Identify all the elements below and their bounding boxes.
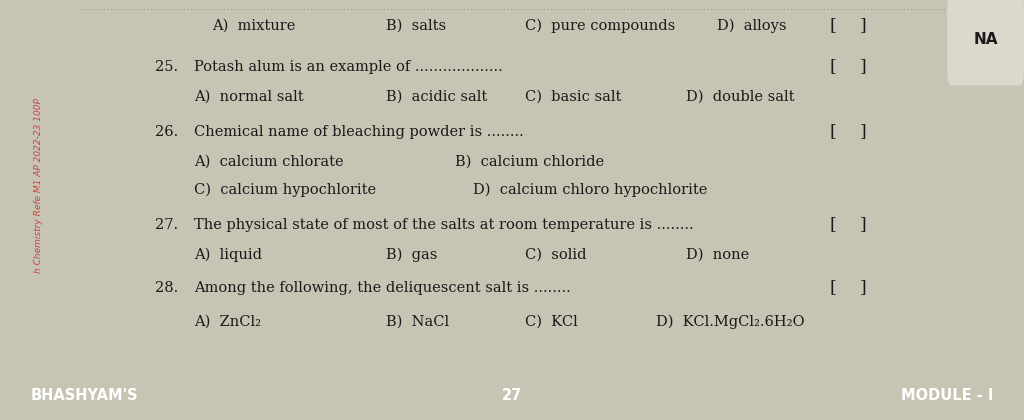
Text: B)  salts: B) salts <box>386 19 445 33</box>
Text: B)  acidic salt: B) acidic salt <box>386 89 487 104</box>
Text: C)  calcium hypochlorite: C) calcium hypochlorite <box>195 182 377 197</box>
Text: A)  liquid: A) liquid <box>195 247 262 262</box>
Text: [: [ <box>829 216 837 234</box>
Text: [: [ <box>829 18 837 34</box>
Text: A)  ZnCl₂: A) ZnCl₂ <box>195 315 261 328</box>
Text: BHASHYAM'S: BHASHYAM'S <box>31 388 138 403</box>
Text: [: [ <box>829 58 837 76</box>
Text: C)  basic salt: C) basic salt <box>525 89 622 104</box>
Text: C)  pure compounds: C) pure compounds <box>525 19 675 33</box>
Text: 27: 27 <box>502 388 522 403</box>
Text: D)  none: D) none <box>686 248 750 262</box>
FancyBboxPatch shape <box>947 0 1024 86</box>
Text: Among the following, the deliquescent salt is ........: Among the following, the deliquescent sa… <box>195 281 571 295</box>
Text: D)  double salt: D) double salt <box>686 89 795 104</box>
Text: 25.: 25. <box>156 60 178 74</box>
Text: D)  calcium chloro hypochlorite: D) calcium chloro hypochlorite <box>473 182 708 197</box>
Text: h Chemistry Refe M1 AP 2022-23 100P: h Chemistry Refe M1 AP 2022-23 100P <box>34 98 43 273</box>
Text: A)  calcium chlorate: A) calcium chlorate <box>195 155 344 169</box>
Text: Potash alum is an example of ...................: Potash alum is an example of ...........… <box>195 60 503 74</box>
Text: [: [ <box>829 123 837 140</box>
Text: ]: ] <box>860 216 867 234</box>
Text: ]: ] <box>860 58 867 76</box>
Text: ]: ] <box>860 18 867 34</box>
Text: NA: NA <box>974 32 997 47</box>
Text: ]: ] <box>860 280 867 297</box>
Text: Chemical name of bleaching powder is ........: Chemical name of bleaching powder is ...… <box>195 125 524 139</box>
Text: MODULE - I: MODULE - I <box>901 388 993 403</box>
Text: B)  NaCl: B) NaCl <box>386 315 449 328</box>
Text: 28.: 28. <box>156 281 178 295</box>
Text: 27.: 27. <box>156 218 178 232</box>
Text: A)  normal salt: A) normal salt <box>195 89 304 104</box>
Text: [: [ <box>829 280 837 297</box>
Text: B)  gas: B) gas <box>386 247 437 262</box>
Text: D)  KCl.MgCl₂.6H₂O: D) KCl.MgCl₂.6H₂O <box>655 314 804 329</box>
Text: C)  KCl: C) KCl <box>525 315 578 328</box>
Text: B)  calcium chloride: B) calcium chloride <box>456 155 604 169</box>
Text: 26.: 26. <box>156 125 178 139</box>
Text: ]: ] <box>860 123 867 140</box>
Text: A)  mixture: A) mixture <box>212 19 295 33</box>
Text: C)  solid: C) solid <box>525 248 587 262</box>
Text: D)  alloys: D) alloys <box>717 19 786 33</box>
Text: The physical state of most of the salts at room temperature is ........: The physical state of most of the salts … <box>195 218 694 232</box>
